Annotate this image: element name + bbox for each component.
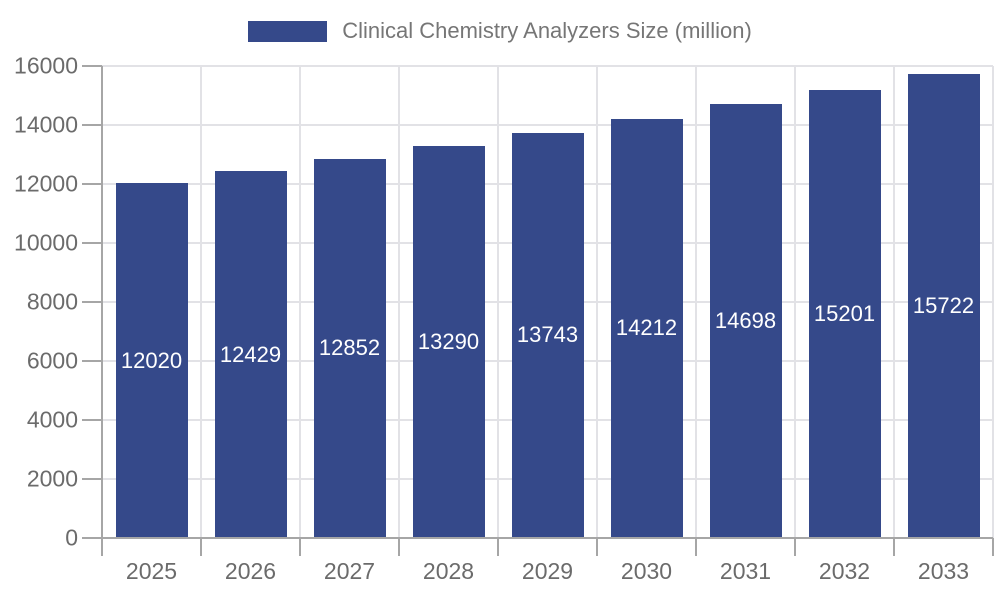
y-axis-tick-label: 0 bbox=[65, 524, 78, 551]
x-axis-tick-label: 2031 bbox=[719, 558, 772, 584]
x-axis-tick bbox=[101, 538, 103, 556]
legend-swatch bbox=[248, 20, 328, 42]
legend: Clinical Chemistry Analyzers Size (milli… bbox=[0, 20, 1000, 42]
x-axis-tick-label: 2025 bbox=[125, 558, 178, 584]
vertical-gridline bbox=[299, 66, 301, 538]
y-axis-tick bbox=[82, 537, 102, 539]
y-axis-tick bbox=[82, 360, 102, 362]
bar-value-label: 12020 bbox=[120, 347, 183, 373]
vertical-gridline bbox=[200, 66, 202, 538]
vertical-gridline bbox=[596, 66, 598, 538]
y-axis-tick-label: 6000 bbox=[26, 347, 78, 374]
bar-2030 bbox=[610, 118, 683, 538]
y-axis-tick-label: 10000 bbox=[14, 229, 78, 256]
y-axis-tick bbox=[82, 124, 102, 126]
bar-value-label: 13743 bbox=[516, 322, 579, 348]
vertical-gridline bbox=[794, 66, 796, 538]
bar-value-label: 14698 bbox=[714, 308, 777, 334]
y-axis-tick bbox=[82, 419, 102, 421]
bar-2031 bbox=[709, 104, 782, 538]
x-axis-tick-label: 2026 bbox=[224, 558, 277, 584]
y-axis-tick bbox=[82, 242, 102, 244]
bar-value-label: 12852 bbox=[318, 335, 381, 361]
x-axis-tick-label: 2029 bbox=[521, 558, 574, 584]
bar-2025 bbox=[115, 183, 188, 538]
y-axis-tick-label: 2000 bbox=[26, 465, 78, 492]
x-axis-tick bbox=[497, 538, 499, 556]
horizontal-gridline bbox=[102, 65, 993, 67]
bar-value-label: 13290 bbox=[417, 328, 480, 354]
x-axis-line bbox=[102, 537, 993, 539]
vertical-gridline bbox=[398, 66, 400, 538]
bar-value-label: 12429 bbox=[219, 341, 282, 367]
vertical-gridline bbox=[497, 66, 499, 538]
x-axis-tick-label: 2028 bbox=[422, 558, 475, 584]
bar-value-label: 15201 bbox=[813, 300, 876, 326]
y-axis-tick bbox=[82, 183, 102, 185]
x-axis-tick bbox=[794, 538, 796, 556]
y-axis-tick-label: 4000 bbox=[26, 406, 78, 433]
y-axis-line bbox=[101, 66, 103, 538]
y-axis-tick bbox=[82, 478, 102, 480]
x-axis-tick bbox=[299, 538, 301, 556]
vertical-gridline bbox=[992, 66, 994, 538]
x-axis-tick-label: 2032 bbox=[818, 558, 871, 584]
bar-2032 bbox=[808, 89, 881, 538]
x-axis-tick-label: 2030 bbox=[620, 558, 673, 584]
x-axis-tick bbox=[200, 538, 202, 556]
bar-2028 bbox=[412, 145, 485, 538]
x-axis-tick-label: 2033 bbox=[917, 558, 970, 584]
y-axis-tick-label: 16000 bbox=[14, 52, 78, 79]
x-axis-tick bbox=[398, 538, 400, 556]
bar-2027 bbox=[313, 158, 386, 538]
bar-2033 bbox=[907, 74, 980, 538]
y-axis-tick bbox=[82, 65, 102, 67]
bar-2029 bbox=[511, 132, 584, 538]
y-axis-tick bbox=[82, 301, 102, 303]
x-axis-tick bbox=[596, 538, 598, 556]
horizontal-gridline bbox=[102, 124, 993, 126]
vertical-gridline bbox=[893, 66, 895, 538]
x-axis-tick-label: 2027 bbox=[323, 558, 376, 584]
y-axis-tick-label: 8000 bbox=[26, 288, 78, 315]
bar-value-label: 14212 bbox=[615, 315, 678, 341]
x-axis-tick bbox=[992, 538, 994, 556]
y-axis-tick-label: 12000 bbox=[14, 170, 78, 197]
bar-value-label: 15722 bbox=[912, 293, 975, 319]
bar-2026 bbox=[214, 171, 287, 538]
vertical-gridline bbox=[695, 66, 697, 538]
x-axis-tick bbox=[695, 538, 697, 556]
legend-label: Clinical Chemistry Analyzers Size (milli… bbox=[342, 18, 752, 43]
y-axis-tick-label: 14000 bbox=[14, 111, 78, 138]
x-axis-tick bbox=[893, 538, 895, 556]
